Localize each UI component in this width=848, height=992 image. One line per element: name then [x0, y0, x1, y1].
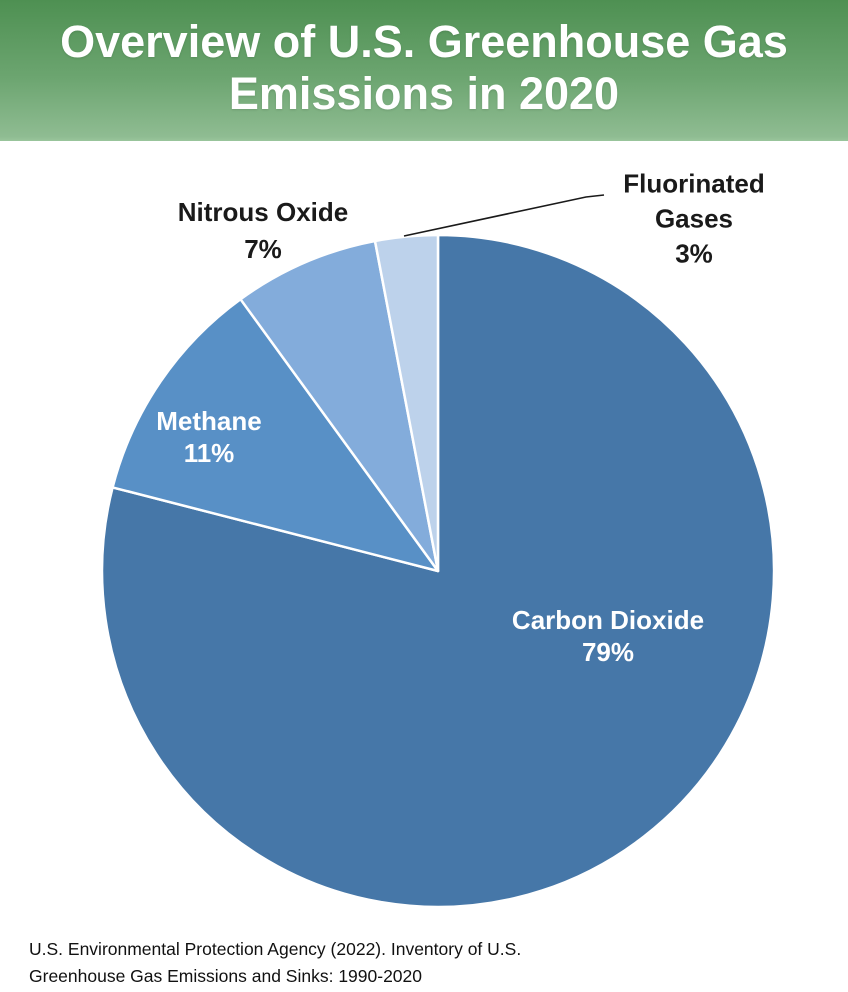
page-title-line-1: Overview of U.S. Greenhouse Gas: [60, 16, 788, 67]
pie-slice-methane: [111, 297, 440, 573]
header-banner: Overview of U.S. Greenhouse Gas Emission…: [0, 0, 848, 141]
slice-label-nitrous-oxide-pct: 7%: [244, 234, 282, 264]
page-title-line-2: Emissions in 2020: [228, 68, 620, 119]
slice-label-nitrous-oxide: Nitrous Oxide 7%: [178, 194, 348, 268]
slice-label-nitrous-oxide-name: Nitrous Oxide: [177, 197, 349, 227]
slice-label-fluorinated-gases-name: Fluorinated Gases: [623, 168, 765, 234]
slice-label-fluorinated-gases-pct: 3%: [675, 238, 713, 269]
slice-label-carbon-dioxide-pct: 79%: [581, 637, 635, 667]
slice-label-methane: Methane 11%: [156, 405, 261, 469]
slice-label-methane-pct: 11%: [183, 438, 235, 468]
slice-label-carbon-dioxide: Carbon Dioxide 79%: [512, 604, 704, 668]
slice-label-carbon-dioxide-name: Carbon Dioxide: [511, 605, 705, 635]
pie-slices-group: [100, 233, 776, 909]
source-citation: U.S. Environmental Protection Agency (20…: [29, 936, 521, 990]
pie-slice-nitrous-oxide: [239, 239, 440, 573]
pie-slice-fluorinated-gases: [373, 233, 440, 573]
leader-line-fluorinated-gases: [403, 194, 605, 237]
source-citation-line-2: Greenhouse Gas Emissions and Sinks: 1990…: [29, 966, 423, 986]
source-citation-line-1: U.S. Environmental Protection Agency (20…: [29, 939, 522, 959]
slice-label-fluorinated-gases: Fluorinated Gases 3%: [604, 167, 784, 272]
slice-label-methane-name: Methane: [156, 406, 262, 436]
